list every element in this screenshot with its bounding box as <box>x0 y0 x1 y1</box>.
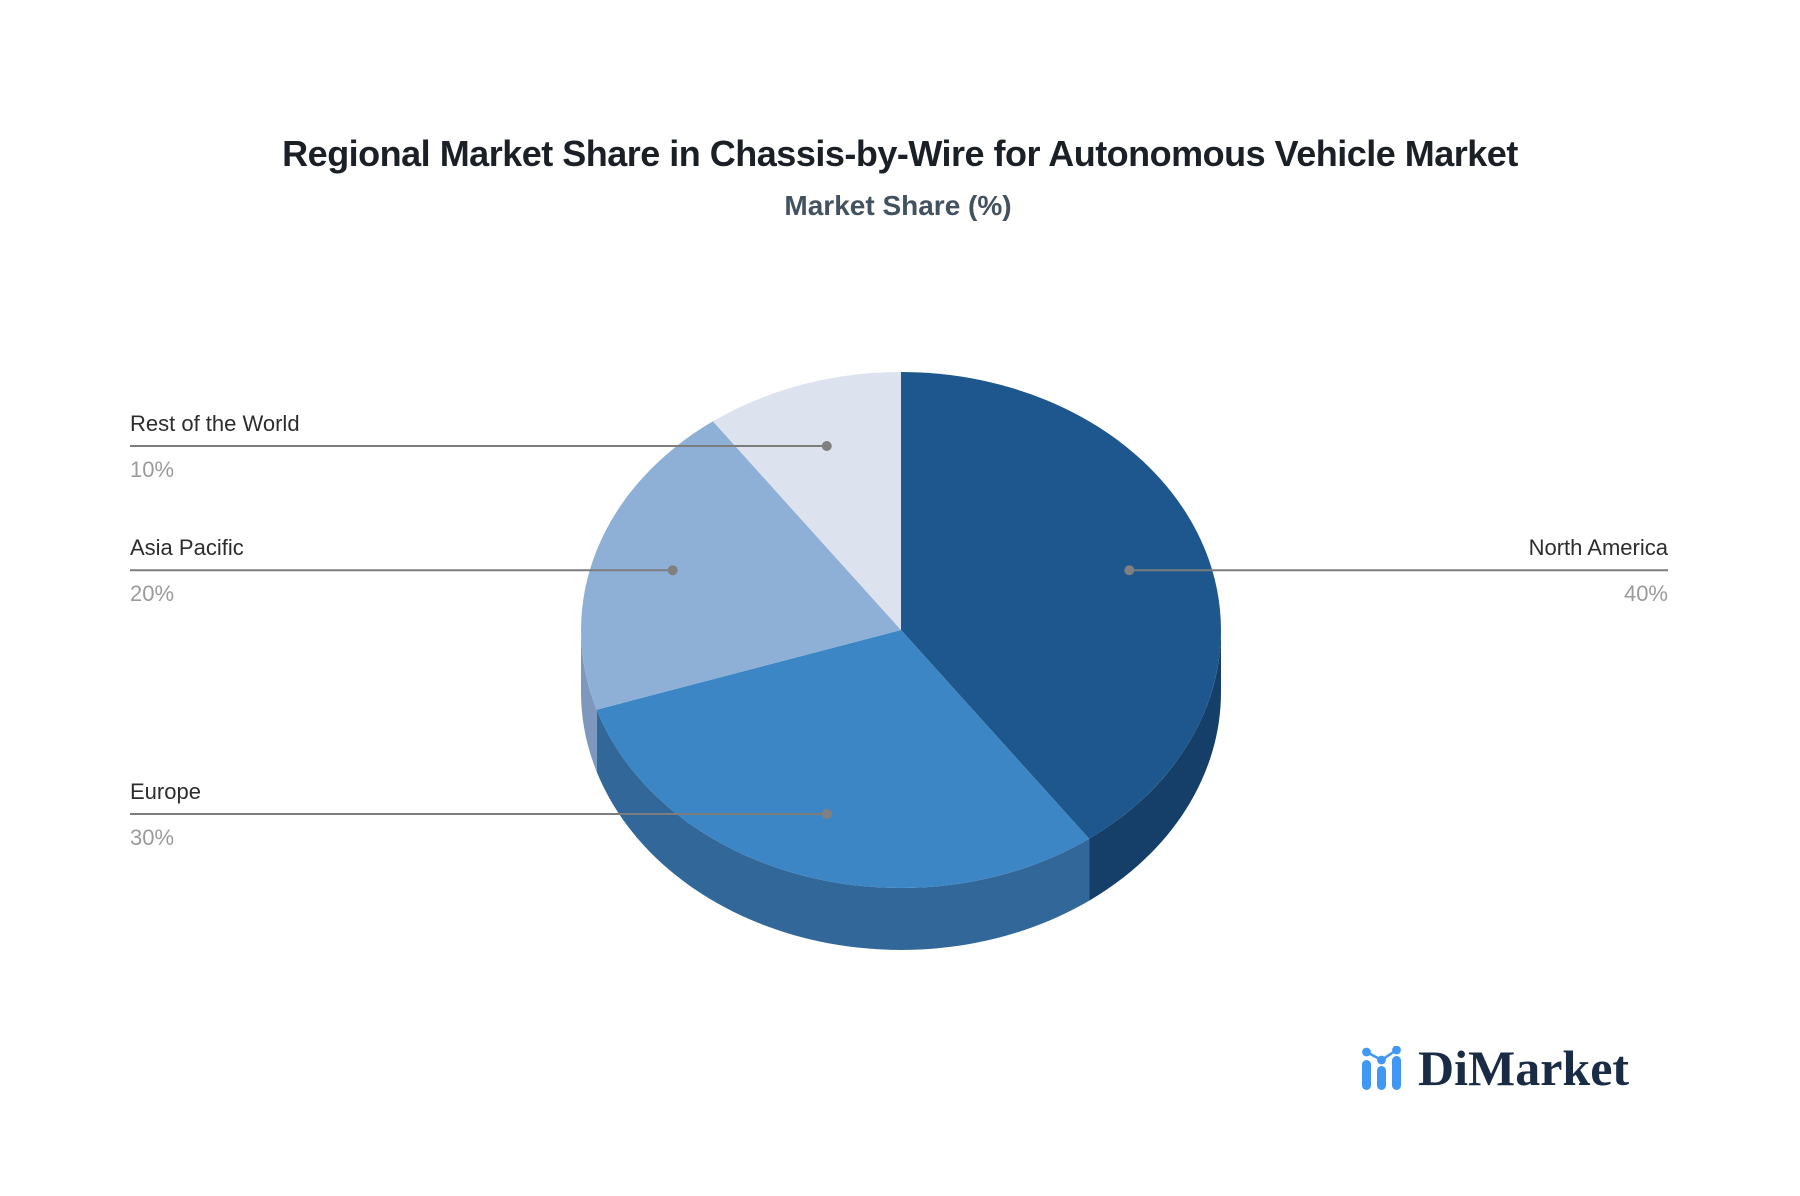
callout-dot <box>1124 565 1135 576</box>
pie-slice-side-asia-pacific <box>581 630 597 772</box>
bar-line-chart-icon <box>1362 1046 1401 1090</box>
segment-label: Europe <box>130 779 201 805</box>
pie-slice-side-europe <box>596 709 1090 950</box>
brand-logo-text: DiMarket <box>1418 1040 1630 1096</box>
segment-label: Rest of the World <box>130 410 300 436</box>
callout-dot <box>667 565 678 576</box>
brand-logo: DiMarket <box>1360 1040 1630 1096</box>
segment-label: North America <box>1528 535 1668 561</box>
pie-slice-asia-pacific <box>581 421 901 710</box>
segment-value: 30% <box>130 825 175 851</box>
pie-slice-europe <box>596 630 1090 888</box>
segment-value: 20% <box>130 581 175 607</box>
callout-dot <box>821 441 832 451</box>
page-title: Regional Market Share in Chassis-by-Wire… <box>282 133 1518 174</box>
pie-slice-side-north-america <box>1089 630 1221 901</box>
segment-label: Asia Pacific <box>130 535 244 561</box>
pie-slice-north-america <box>901 372 1221 839</box>
segment-value: 10% <box>130 456 175 482</box>
pie-slice-rest-of-the-world <box>712 372 901 630</box>
callout-dot <box>821 809 832 819</box>
segment-value: 40% <box>1623 581 1668 607</box>
chart-subtitle: Market Share (%) <box>784 190 1012 221</box>
